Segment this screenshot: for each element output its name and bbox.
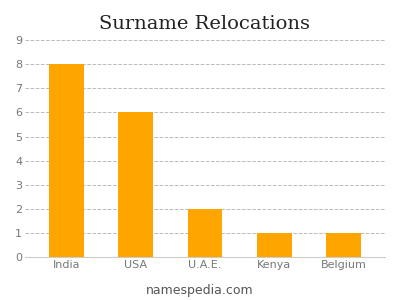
Bar <box>257 233 292 257</box>
Title: Surname Relocations: Surname Relocations <box>100 15 310 33</box>
Bar <box>49 64 84 257</box>
Bar <box>188 209 222 257</box>
Bar <box>326 233 361 257</box>
Text: namespedia.com: namespedia.com <box>146 284 254 297</box>
Bar <box>118 112 153 257</box>
